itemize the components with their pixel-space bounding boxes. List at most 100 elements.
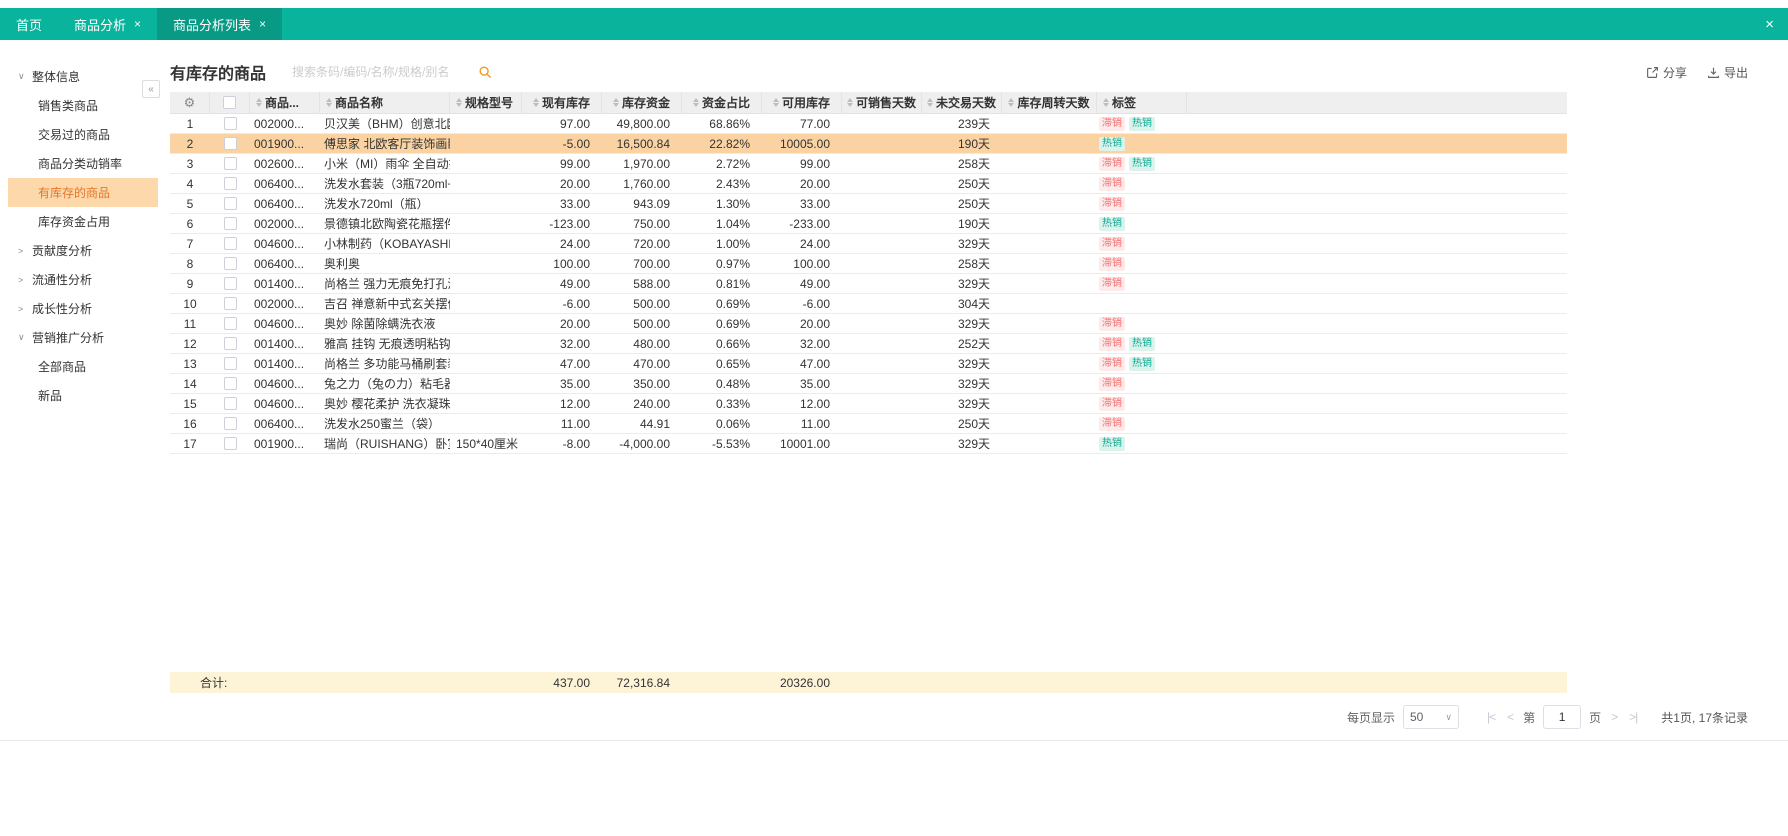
cell-no-trade-days: 190天 [957, 137, 990, 151]
table-row[interactable]: 9 001400... 尚格兰 强力无痕免打孔浴室 49.00 588.00 0.81% 4… [170, 274, 1567, 294]
column-header-name: 商品名称 [320, 92, 450, 113]
column-label: 库存周转天数 [1017, 96, 1090, 110]
tab-2[interactable]: 商品分析列表 × [157, 8, 283, 40]
page-size-value: 50 [1409, 710, 1424, 724]
first-page-button[interactable]: |< [1486, 710, 1496, 724]
row-checkbox[interactable] [223, 297, 237, 310]
sort-up-icon [456, 98, 462, 102]
cell-stock: 12.00 [559, 396, 590, 411]
sidebar-item-0-1[interactable]: 交易过的商品 [38, 128, 111, 142]
gear-icon[interactable]: ⚙ [183, 94, 196, 110]
row-checkbox[interactable] [223, 397, 237, 410]
sort-icon[interactable] [846, 98, 853, 107]
sort-icon[interactable] [612, 98, 619, 107]
sort-icon[interactable] [1008, 98, 1015, 107]
share-button[interactable]: 分享 [1646, 64, 1687, 81]
row-checkbox[interactable] [223, 157, 237, 170]
search-icon[interactable] [478, 65, 492, 79]
sidebar-collapse-button[interactable]: « [142, 80, 160, 98]
table-row[interactable]: 12 001400... 雅高 挂钩 无痕透明粘钩 强 32.00 480.00 0.66… [170, 334, 1567, 354]
sort-icon[interactable] [926, 98, 933, 107]
row-checkbox[interactable] [223, 217, 237, 230]
cell-sale-days [842, 294, 922, 313]
sidebar-item-0-3[interactable]: 有库存的商品 [8, 178, 158, 207]
prev-page-button[interactable]: < [1507, 710, 1514, 724]
row-checkbox[interactable] [223, 137, 237, 150]
tab-1[interactable]: 商品分析 × [58, 8, 157, 40]
sidebar-group-3[interactable]: > 成长性分析 [8, 294, 158, 323]
row-checkbox[interactable] [223, 337, 237, 350]
row-checkbox[interactable] [223, 237, 237, 250]
search-input[interactable] [292, 65, 479, 79]
row-checkbox[interactable] [223, 117, 237, 130]
cell-spec [450, 214, 522, 233]
sort-icon[interactable] [256, 98, 262, 107]
share-icon [1647, 66, 1658, 78]
cell-tags: 滞销 [1097, 174, 1187, 193]
row-checkbox[interactable] [223, 437, 237, 450]
sort-down-icon [846, 103, 853, 107]
table-row[interactable]: 8 006400... 奥利奥 100.00 700.00 0.97% 100.00 258天… [170, 254, 1567, 274]
sidebar-item-4-0[interactable]: 全部商品 [38, 360, 87, 374]
cell-spec [450, 294, 522, 313]
table-row[interactable]: 16 006400... 洗发水250蜜兰（袋） 11.00 44.91 0.06% 11.… [170, 414, 1567, 434]
sidebar-item-0-2[interactable]: 商品分类动销率 [38, 157, 123, 171]
tab-0[interactable]: 首页 [0, 8, 58, 40]
row-checkbox[interactable] [223, 357, 237, 370]
page-size-select[interactable]: 50 ∨ [1402, 705, 1459, 729]
row-checkbox[interactable] [223, 177, 237, 190]
tab-close-icon[interactable]: × [259, 17, 267, 31]
cell-spec [450, 154, 522, 173]
sort-icon[interactable] [456, 98, 462, 107]
row-checkbox[interactable] [223, 257, 237, 270]
sidebar-item-4-1[interactable]: 新品 [38, 389, 63, 403]
table-row[interactable]: 4 006400... 洗发水套装（3瓶720ml+1瓶 20.00 1,760.00 2… [170, 174, 1567, 194]
tab-close-icon[interactable]: × [134, 17, 142, 31]
row-checkbox[interactable] [223, 277, 237, 290]
sidebar-group-4[interactable]: ∨ 营销推广分析 [8, 323, 158, 352]
table-row[interactable]: 15 004600... 奥妙 樱花柔护 洗衣凝珠 10 12.00 240.00 0.3… [170, 394, 1567, 414]
table-row[interactable]: 11 004600... 奥妙 除菌除螨洗衣液 20.00 500.00 0.69% 20.… [170, 314, 1567, 334]
sidebar-item-0-4[interactable]: 库存资金占用 [38, 215, 111, 229]
sidebar-item-0-0[interactable]: 销售类商品 [38, 99, 99, 113]
table-row[interactable]: 13 001400... 尚格兰 多功能马桶刷套装 马 47.00 470.00 0.65… [170, 354, 1567, 374]
total-empty-code [250, 672, 320, 693]
table-row[interactable]: 3 002600... 小米（MI）雨伞 全自动折叠 99.00 1,970.00 2.7… [170, 154, 1567, 174]
table-row[interactable]: 6 002000... 景德镇北欧陶瓷花瓶摆件 优 -123.00 750.00 1.04… [170, 214, 1567, 234]
tab-label: 商品分析列表 [173, 17, 252, 33]
table-row[interactable]: 10 002000... 吉召 禅意新中式玄关摆件客 -6.00 500.00 0.69%… [170, 294, 1567, 314]
topbar-close-button[interactable]: × [1751, 8, 1788, 40]
page-number-input[interactable] [1543, 705, 1582, 729]
table-row[interactable]: 17 001900... 瑞尚（RUISHANG）卧室led 150*40厘米 -8.0… [170, 434, 1567, 454]
sidebar-group-1[interactable]: > 贡献度分析 [8, 236, 158, 265]
sort-icon[interactable] [692, 98, 699, 107]
table-row[interactable]: 14 004600... 兔之力（兔の力）粘毛器粘 35.00 350.00 0.48% 3… [170, 374, 1567, 394]
row-checkbox[interactable] [223, 417, 237, 430]
row-check-cell [210, 214, 250, 233]
sort-up-icon [692, 98, 699, 102]
sidebar-group-0[interactable]: ∨ 整体信息 [8, 62, 158, 91]
cell-no-trade-days: 329天 [957, 317, 990, 331]
sidebar-group-2[interactable]: > 流通性分析 [8, 265, 158, 294]
table-row[interactable]: 1 002000... 贝汉美（BHM）创意北欧陶瓷 97.00 49,800.00 68… [170, 114, 1567, 134]
tag-stagnant: 滞销 [1099, 336, 1125, 351]
export-button[interactable]: 导出 [1707, 64, 1748, 81]
cell-stock: 24.00 [559, 236, 590, 251]
cell-code: 006400... [254, 176, 305, 191]
sort-icon[interactable] [326, 98, 332, 107]
table-row[interactable]: 2 001900... 傅思家 北欧客厅装饰画卧室 -5.00 16,500.84 22.… [170, 134, 1567, 154]
sort-icon[interactable] [772, 98, 779, 107]
select-all-checkbox[interactable] [223, 96, 236, 109]
cell-turnover-days [1002, 154, 1097, 173]
last-page-button[interactable]: >| [1629, 710, 1638, 724]
cell-name: 傅思家 北欧客厅装饰画卧室 [324, 137, 450, 151]
sort-icon[interactable] [532, 98, 539, 107]
row-checkbox[interactable] [223, 197, 237, 210]
next-page-button[interactable]: > [1611, 710, 1618, 724]
row-checkbox[interactable] [223, 377, 237, 390]
sort-icon[interactable] [1103, 98, 1109, 107]
table-row[interactable]: 5 006400... 洗发水720ml（瓶） 33.00 943.09 1.30% 33.… [170, 194, 1567, 214]
cell-tags: 滞销 [1097, 194, 1187, 213]
row-checkbox[interactable] [223, 317, 237, 330]
table-row[interactable]: 7 004600... 小林制药（KOBAYASHI）日 24.00 720.00 1.0… [170, 234, 1567, 254]
